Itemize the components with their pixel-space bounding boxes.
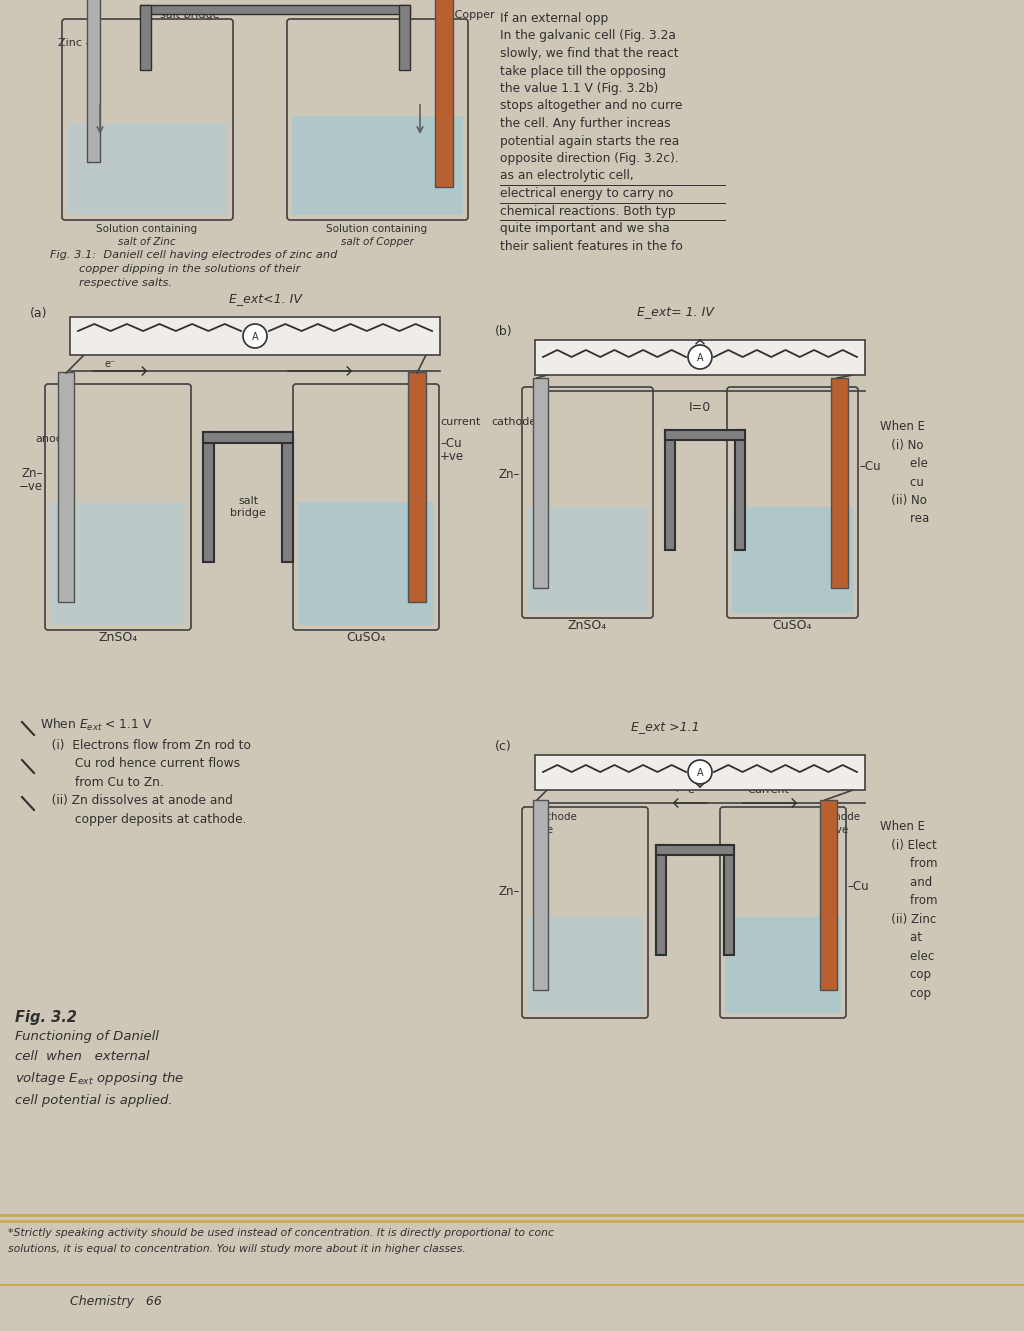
Bar — [656, 845, 666, 956]
Text: the cell. Any further increas: the cell. Any further increas — [500, 117, 671, 130]
Text: potential again starts the rea: potential again starts the rea — [500, 134, 679, 148]
Text: Solution containing: Solution containing — [96, 224, 198, 234]
Text: salt bridge: salt bridge — [160, 11, 220, 20]
Text: Zn–: Zn– — [499, 469, 520, 480]
Text: Chemistry   66: Chemistry 66 — [70, 1295, 162, 1308]
Bar — [408, 371, 426, 602]
Circle shape — [688, 760, 712, 784]
Bar — [435, 0, 453, 186]
Text: ZnSO₄: ZnSO₄ — [567, 619, 606, 632]
Text: Zn–: Zn– — [22, 467, 43, 480]
Bar — [665, 430, 675, 550]
Text: Solution containing: Solution containing — [327, 224, 428, 234]
Circle shape — [688, 345, 712, 369]
Text: chemical reactions. Both typ: chemical reactions. Both typ — [500, 205, 676, 217]
Text: I=0: I=0 — [689, 401, 711, 414]
Bar — [50, 502, 186, 626]
Text: A: A — [696, 353, 703, 363]
Bar — [724, 845, 734, 956]
Text: E_ext >1.1: E_ext >1.1 — [631, 720, 699, 733]
Text: (c): (c) — [495, 740, 512, 753]
Text: ZnSO₄: ZnSO₄ — [98, 631, 137, 644]
Text: CuSO₄: CuSO₄ — [772, 619, 812, 632]
Bar — [140, 5, 151, 71]
Text: salt of Zinc: salt of Zinc — [118, 237, 176, 248]
Text: –Cu: –Cu — [440, 437, 462, 450]
Text: Fig. 3.1:  Daniell cell having electrodes of zinc and
        copper dipping in : Fig. 3.1: Daniell cell having electrodes… — [50, 250, 337, 287]
Bar — [203, 433, 214, 562]
Text: anode: anode — [35, 434, 70, 445]
Text: *Strictly speaking activity should be used instead of concentration. It is direc: *Strictly speaking activity should be us… — [8, 1229, 554, 1238]
Bar — [831, 378, 848, 588]
Bar — [203, 433, 293, 443]
Text: CuSO₄: CuSO₄ — [346, 631, 386, 644]
Text: Current: Current — [746, 785, 790, 795]
Text: stops altogether and no curre: stops altogether and no curre — [500, 100, 682, 113]
Text: E_ext<1. IV: E_ext<1. IV — [228, 291, 301, 305]
Bar — [735, 430, 745, 550]
Text: salt of Copper: salt of Copper — [341, 237, 414, 248]
Text: Cathode: Cathode — [534, 812, 577, 823]
Bar — [67, 124, 228, 216]
Text: (a): (a) — [30, 307, 47, 319]
Bar — [399, 5, 410, 71]
Text: If an external opp: If an external opp — [500, 12, 608, 25]
Text: (b): (b) — [495, 325, 513, 338]
Text: current: current — [440, 417, 480, 427]
Bar — [534, 800, 548, 990]
Text: as an electrolytic cell,: as an electrolytic cell, — [500, 169, 634, 182]
Text: When E
   (i) Elect
        from
        and
        from
   (ii) Zinc
        a: When E (i) Elect from and from (ii) Zinc… — [880, 820, 938, 1000]
Bar — [140, 5, 410, 15]
Text: Zinc —: Zinc — — [58, 39, 96, 48]
Bar — [665, 430, 745, 441]
Text: When E
   (i) No
        ele
        cu
   (ii) No
        rea: When E (i) No ele cu (ii) No rea — [880, 421, 929, 526]
Bar — [527, 917, 643, 1013]
Text: the value 1.1 V (Fig. 3.2b): the value 1.1 V (Fig. 3.2b) — [500, 83, 658, 95]
Text: Anode: Anode — [828, 812, 861, 823]
Text: –Cu: –Cu — [859, 461, 881, 473]
Text: take place till the opposing: take place till the opposing — [500, 64, 666, 77]
Bar — [70, 317, 440, 355]
Text: salt
bridge: salt bridge — [230, 496, 266, 518]
Text: In the galvanic cell (Fig. 3.2a: In the galvanic cell (Fig. 3.2a — [500, 29, 676, 43]
Text: Zn–: Zn– — [499, 885, 520, 898]
Bar — [527, 507, 648, 614]
Text: opposite direction (Fig. 3.2c).: opposite direction (Fig. 3.2c). — [500, 152, 679, 165]
Text: solutions, it is equal to concentration. You will study more about it in higher : solutions, it is equal to concentration.… — [8, 1244, 466, 1254]
Text: ← e: ← e — [675, 785, 695, 795]
Text: E_ext= 1. IV: E_ext= 1. IV — [637, 305, 714, 318]
Bar — [725, 917, 841, 1013]
Text: electrical energy to carry no: electrical energy to carry no — [500, 186, 674, 200]
Text: quite important and we sha: quite important and we sha — [500, 222, 670, 236]
Bar — [656, 845, 734, 855]
Text: Fig. 3.2: Fig. 3.2 — [15, 1010, 77, 1025]
Text: When $E_{ext}$ < 1.1 V
   (i)  Electrons flow from Zn rod to
         Cu rod hen: When $E_{ext}$ < 1.1 V (i) Electrons flo… — [40, 717, 251, 825]
Text: cathode: cathode — [490, 417, 537, 427]
Bar — [298, 502, 434, 626]
Bar — [87, 0, 100, 162]
Text: −ve: −ve — [18, 480, 43, 492]
Bar — [282, 433, 293, 562]
Bar — [535, 755, 865, 791]
Text: +ve: +ve — [440, 450, 464, 463]
Bar — [820, 800, 837, 990]
Text: Functioning of Daniell
cell  when   external
voltage $E_{ext}$ opposing the
cell: Functioning of Daniell cell when externa… — [15, 1030, 184, 1107]
Circle shape — [243, 323, 267, 347]
Bar — [534, 378, 548, 588]
Text: e⁻: e⁻ — [104, 359, 116, 369]
Bar — [535, 339, 865, 375]
Bar — [292, 116, 463, 216]
Text: — Copper: — Copper — [440, 11, 495, 20]
Text: A: A — [696, 768, 703, 779]
Text: A: A — [252, 331, 258, 342]
Text: their salient features in the fo: their salient features in the fo — [500, 240, 683, 253]
Bar — [58, 371, 74, 602]
Bar — [732, 507, 853, 614]
Text: –Cu: –Cu — [847, 880, 868, 893]
Text: +ve: +ve — [534, 825, 554, 835]
Text: −ve: −ve — [828, 825, 849, 835]
Text: slowly, we find that the react: slowly, we find that the react — [500, 47, 679, 60]
